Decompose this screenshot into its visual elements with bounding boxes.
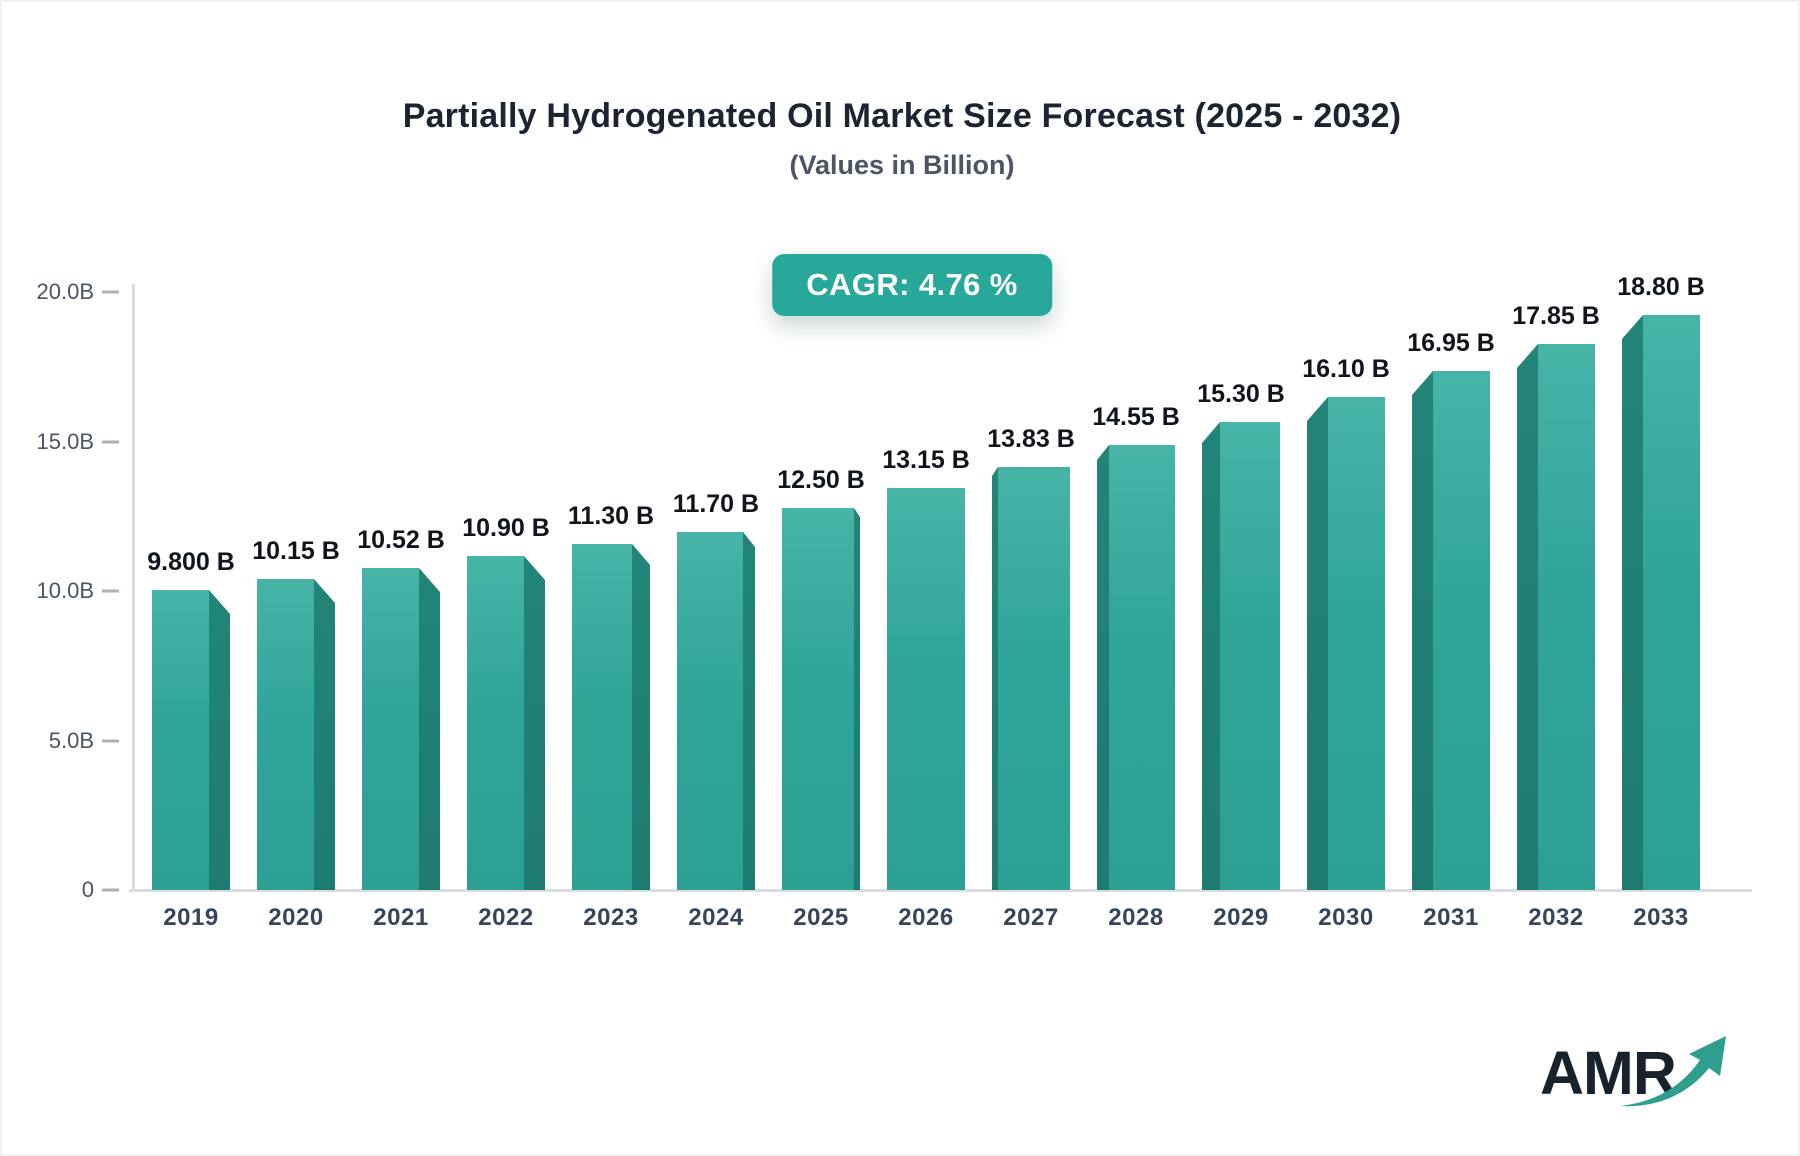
bar-value-label: 10.90 B <box>462 514 550 542</box>
bar-value-label: 10.15 B <box>252 537 340 565</box>
y-tick-label: 0 <box>81 877 94 902</box>
x-axis-label-2031: 2031 <box>1423 904 1479 931</box>
bar-2020[interactable] <box>257 579 335 890</box>
bar-2019[interactable] <box>152 590 230 890</box>
y-tick-mark <box>102 440 119 444</box>
bar-3d-side <box>209 590 230 890</box>
x-axis-label-2020: 2020 <box>268 904 324 931</box>
bar-front-face <box>782 508 854 890</box>
bar-2026[interactable] <box>887 488 965 890</box>
bar-2027[interactable] <box>992 467 1070 890</box>
y-axis-line <box>132 284 135 892</box>
y-tick-mark <box>102 888 119 892</box>
x-axis-label-2024: 2024 <box>688 904 744 931</box>
bar-value-label: 16.10 B <box>1302 355 1390 383</box>
bar-front-face <box>1109 445 1175 890</box>
bar-value-label: 13.83 B <box>987 425 1075 453</box>
bar-value-label: 18.80 B <box>1617 273 1705 301</box>
bar-3d-side <box>1622 315 1643 890</box>
bar-3d-side <box>1517 344 1538 890</box>
bar-2022[interactable] <box>467 556 545 890</box>
bar-3d-side <box>419 568 440 890</box>
logo-text: AMR <box>1540 1039 1677 1107</box>
bar-2023[interactable] <box>572 544 650 890</box>
bar-front-face <box>257 579 314 890</box>
bar-2032[interactable] <box>1517 344 1595 890</box>
x-axis-label-2027: 2027 <box>1003 904 1059 931</box>
bar-value-label: 11.70 B <box>672 490 760 518</box>
bar-front-face <box>1328 397 1385 890</box>
bar-3d-side <box>314 579 335 890</box>
x-axis-label-2023: 2023 <box>583 904 639 931</box>
x-axis-label-2032: 2032 <box>1528 904 1584 931</box>
bar-value-label: 9.800 B <box>147 548 235 576</box>
cagr-badge: CAGR: 4.76 % <box>772 254 1052 316</box>
bar-3d-side <box>1307 397 1328 890</box>
bar-front-face <box>467 556 524 890</box>
bar-3d-side <box>1097 445 1109 890</box>
bar-value-label: 11.30 B <box>567 502 655 530</box>
x-axis-label-2021: 2021 <box>373 904 429 931</box>
bar-front-face <box>152 590 209 890</box>
bar-front-face <box>362 568 419 890</box>
y-tick-label: 10.0B <box>36 578 95 603</box>
x-axis-label-2033: 2033 <box>1633 904 1689 931</box>
bar-2021[interactable] <box>362 568 440 890</box>
chart-title: Partially Hydrogenated Oil Market Size F… <box>402 97 1402 135</box>
bar-front-face <box>887 488 965 890</box>
x-axis-label-2025: 2025 <box>793 904 849 931</box>
bar-3d-side <box>1202 422 1220 890</box>
bar-value-label: 16.95 B <box>1407 329 1495 357</box>
bar-2033[interactable] <box>1622 315 1700 890</box>
bar-value-label: 17.85 B <box>1512 302 1600 330</box>
bar-2031[interactable] <box>1412 371 1490 890</box>
x-axis-label-2030: 2030 <box>1318 904 1374 931</box>
x-axis-label-2022: 2022 <box>478 904 534 931</box>
x-axis-label-2026: 2026 <box>898 904 954 931</box>
bar-3d-side <box>992 467 998 890</box>
bar-value-label: 13.15 B <box>882 446 970 474</box>
x-axis-label-2019: 2019 <box>163 904 219 931</box>
bar-front-face <box>998 467 1070 890</box>
bar-2025[interactable] <box>782 508 860 890</box>
y-tick-label: 5.0B <box>48 728 94 753</box>
bar-3d-side <box>524 556 545 890</box>
x-axis-label-2028: 2028 <box>1108 904 1164 931</box>
bar-value-label: 14.55 B <box>1092 403 1180 431</box>
bar-3d-side <box>854 508 860 890</box>
y-tick-label: 15.0B <box>36 429 95 454</box>
y-tick-mark <box>102 589 119 593</box>
y-tick-mark <box>102 739 119 743</box>
bar-front-face <box>1538 344 1595 890</box>
chart-subtitle: (Values in Billion) <box>789 150 1015 180</box>
bar-front-face <box>1220 422 1280 890</box>
bar-value-label: 15.30 B <box>1197 380 1285 408</box>
bar-value-label: 10.52 B <box>357 526 445 554</box>
bar-front-face <box>677 532 743 890</box>
bar-2029[interactable] <box>1202 422 1280 890</box>
bar-front-face <box>572 544 632 890</box>
bar-2024[interactable] <box>677 532 755 890</box>
bar-3d-side <box>743 532 755 890</box>
logo-arrow-icon <box>1620 1036 1726 1107</box>
amr-logo: AMR <box>1540 1030 1740 1120</box>
y-tick-label: 20.0B <box>36 279 95 304</box>
x-axis-label-2029: 2029 <box>1213 904 1269 931</box>
x-axis-line <box>129 889 1752 892</box>
bar-2028[interactable] <box>1097 445 1175 890</box>
bar-2030[interactable] <box>1307 397 1385 890</box>
bar-front-face <box>1433 371 1490 890</box>
bar-3d-side <box>632 544 650 890</box>
y-tick-mark <box>102 290 119 294</box>
bar-3d-side <box>1412 371 1433 890</box>
bar-front-face <box>1643 315 1700 890</box>
bar-value-label: 12.50 B <box>777 466 865 494</box>
